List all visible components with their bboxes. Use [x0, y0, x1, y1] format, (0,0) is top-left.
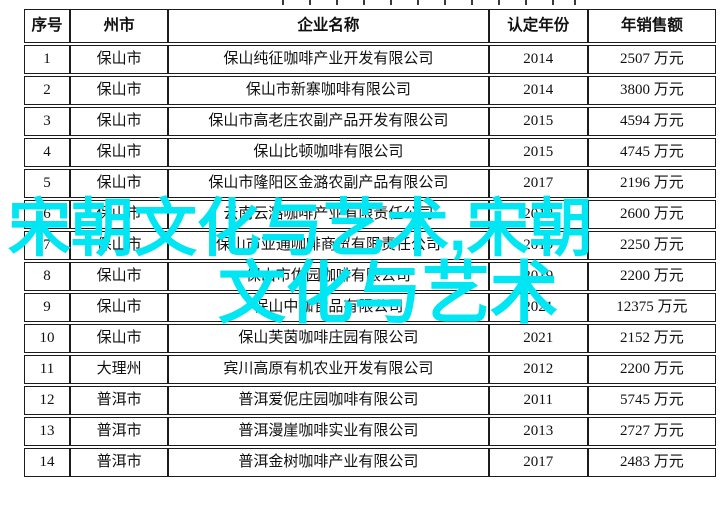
cell-index: 3: [24, 107, 71, 136]
cell-city: 保山市: [70, 45, 169, 74]
cell-index: 5: [24, 169, 71, 198]
table-row: 10 保山市 保山芙茵咖啡庄园有限公司 2021 2152 万元: [24, 324, 716, 353]
cell-city: 保山市: [70, 107, 169, 136]
cell-index: 14: [24, 448, 71, 477]
table-row: 12 普洱市 普洱爱伲庄园咖啡有限公司 2011 5745 万元: [24, 386, 716, 415]
cell-company: 普洱金树咖啡产业有限公司: [168, 448, 489, 477]
cell-company: 保山市高老庄农副产品开发有限公司: [168, 107, 489, 136]
cell-sales: 4594 万元: [587, 107, 716, 136]
cell-year: 2021: [488, 324, 588, 353]
cell-year: 2013: [488, 417, 588, 446]
cell-sales: 2196 万元: [587, 169, 716, 198]
cell-index: 12: [24, 386, 71, 415]
cell-sales: 2250 万元: [587, 231, 716, 260]
cell-sales: 12375 万元: [587, 293, 716, 322]
table-row: 5 保山市 保山市隆阳区金潞农副产品有限公司 2017 2196 万元: [24, 169, 716, 198]
cropped-row-remnant: [282, 0, 582, 6]
cell-year: 2011: [488, 386, 588, 415]
cell-year: 2015: [488, 107, 588, 136]
cell-city: 保山市: [70, 324, 169, 353]
cell-year: 2019: [488, 262, 588, 291]
cell-sales: 2507 万元: [587, 45, 716, 74]
cell-city: 保山市: [70, 76, 169, 105]
table-header-row: 序号 州市 企业名称 认定年份 年销售额: [24, 9, 716, 43]
cell-year: 2017: [488, 448, 588, 477]
table-row: 13 普洱市 普洱漫崖咖啡实业有限公司 2013 2727 万元: [24, 417, 716, 446]
cell-company: 保山比顿咖啡有限公司: [168, 138, 489, 167]
cell-sales: 2727 万元: [587, 417, 716, 446]
cell-index: 2: [24, 76, 71, 105]
cell-index: 8: [24, 262, 71, 291]
cell-year: 2015: [488, 138, 588, 167]
table-row: 4 保山市 保山比顿咖啡有限公司 2015 4745 万元: [24, 138, 716, 167]
column-header-index: 序号: [24, 9, 71, 43]
cell-year: 2021: [488, 293, 588, 322]
column-header-company: 企业名称: [168, 9, 489, 43]
cell-company: 云南云潞咖啡产业有限责任公司: [168, 200, 489, 229]
cell-sales: 2200 万元: [587, 355, 716, 384]
cell-company: 保山市亚通咖啡商贸有限责任公司: [168, 231, 489, 260]
cell-sales: 2483 万元: [587, 448, 716, 477]
cell-index: 13: [24, 417, 71, 446]
cell-city: 普洱市: [70, 417, 169, 446]
cell-index: 11: [24, 355, 71, 384]
cell-company: 保山中咖食品有限公司: [168, 293, 489, 322]
cell-city: 保山市: [70, 262, 169, 291]
cell-company: 保山市新寨咖啡有限公司: [168, 76, 489, 105]
column-header-year: 认定年份: [488, 9, 588, 43]
cell-index: 4: [24, 138, 71, 167]
cell-company: 普洱漫崖咖啡实业有限公司: [168, 417, 489, 446]
cell-company: 保山芙茵咖啡庄园有限公司: [168, 324, 489, 353]
cell-year: 2014: [488, 76, 588, 105]
cell-company: 保山市佐园咖啡有限公司: [168, 262, 489, 291]
table-row: 3 保山市 保山市高老庄农副产品开发有限公司 2015 4594 万元: [24, 107, 716, 136]
cell-city: 大理州: [70, 355, 169, 384]
cell-year: 2018: [488, 200, 588, 229]
cell-year: 2019: [488, 231, 588, 260]
cell-city: 保山市: [70, 200, 169, 229]
table-row: 8 保山市 保山市佐园咖啡有限公司 2019 2200 万元: [24, 262, 716, 291]
cell-sales: 2200 万元: [587, 262, 716, 291]
cell-city: 普洱市: [70, 386, 169, 415]
cell-company: 保山纯征咖啡产业开发有限公司: [168, 45, 489, 74]
cell-index: 9: [24, 293, 71, 322]
cell-city: 保山市: [70, 169, 169, 198]
cell-year: 2017: [488, 169, 588, 198]
cell-city: 普洱市: [70, 448, 169, 477]
cell-city: 保山市: [70, 138, 169, 167]
table-row: 11 大理州 宾川高原有机农业开发有限公司 2012 2200 万元: [24, 355, 716, 384]
cell-year: 2012: [488, 355, 588, 384]
cell-company: 宾川高原有机农业开发有限公司: [168, 355, 489, 384]
enterprise-table: 序号 州市 企业名称 认定年份 年销售额 1 保山市 保山纯征咖啡产业开发有限公司 2…: [24, 7, 716, 479]
cell-year: 2014: [488, 45, 588, 74]
cell-city: 保山市: [70, 231, 169, 260]
table-row: 1 保山市 保山纯征咖啡产业开发有限公司 2014 2507 万元: [24, 45, 716, 74]
cell-sales: 2600 万元: [587, 200, 716, 229]
cell-index: 1: [24, 45, 71, 74]
cell-company: 普洱爱伲庄园咖啡有限公司: [168, 386, 489, 415]
cell-sales: 4745 万元: [587, 138, 716, 167]
cell-company: 保山市隆阳区金潞农副产品有限公司: [168, 169, 489, 198]
column-header-sales: 年销售额: [587, 9, 716, 43]
table-row: 7 保山市 保山市亚通咖啡商贸有限责任公司 2019 2250 万元: [24, 231, 716, 260]
cell-sales: 2152 万元: [587, 324, 716, 353]
table-row: 9 保山市 保山中咖食品有限公司 2021 12375 万元: [24, 293, 716, 322]
cell-index: 10: [24, 324, 71, 353]
table-row: 6 保山市 云南云潞咖啡产业有限责任公司 2018 2600 万元: [24, 200, 716, 229]
cell-index: 7: [24, 231, 71, 260]
table-row: 2 保山市 保山市新寨咖啡有限公司 2014 3800 万元: [24, 76, 716, 105]
cell-index: 6: [24, 200, 71, 229]
cell-city: 保山市: [70, 293, 169, 322]
cell-sales: 5745 万元: [587, 386, 716, 415]
column-header-city: 州市: [70, 9, 169, 43]
table-row: 14 普洱市 普洱金树咖啡产业有限公司 2017 2483 万元: [24, 448, 716, 477]
cell-sales: 3800 万元: [587, 76, 716, 105]
